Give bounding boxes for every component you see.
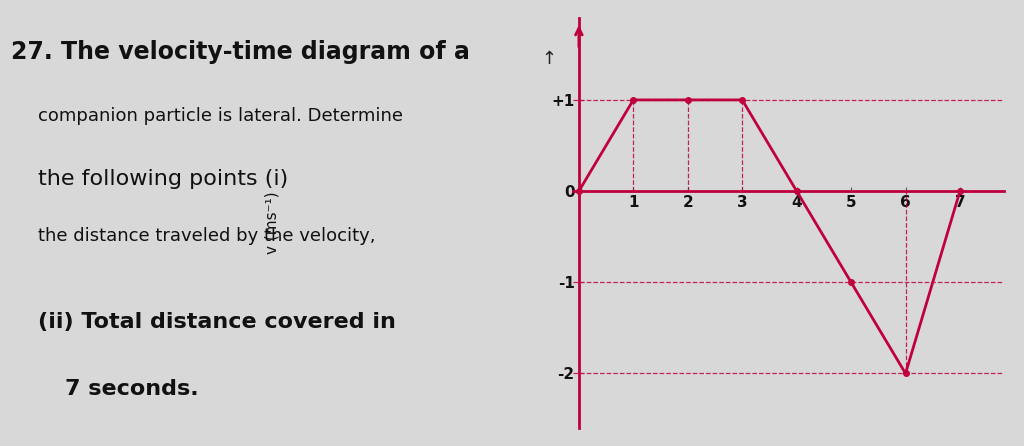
- Text: 27. The velocity-time diagram of a: 27. The velocity-time diagram of a: [11, 40, 470, 64]
- Text: 7 seconds.: 7 seconds.: [66, 379, 199, 399]
- Text: the following points (i): the following points (i): [38, 169, 288, 190]
- Text: the distance traveled by the velocity,: the distance traveled by the velocity,: [38, 227, 376, 245]
- Text: ↑: ↑: [542, 50, 556, 68]
- Text: companion particle is lateral. Determine: companion particle is lateral. Determine: [38, 107, 403, 125]
- Text: (ii) Total distance covered in: (ii) Total distance covered in: [38, 312, 396, 332]
- Text: v (ms⁻¹): v (ms⁻¹): [265, 192, 280, 254]
